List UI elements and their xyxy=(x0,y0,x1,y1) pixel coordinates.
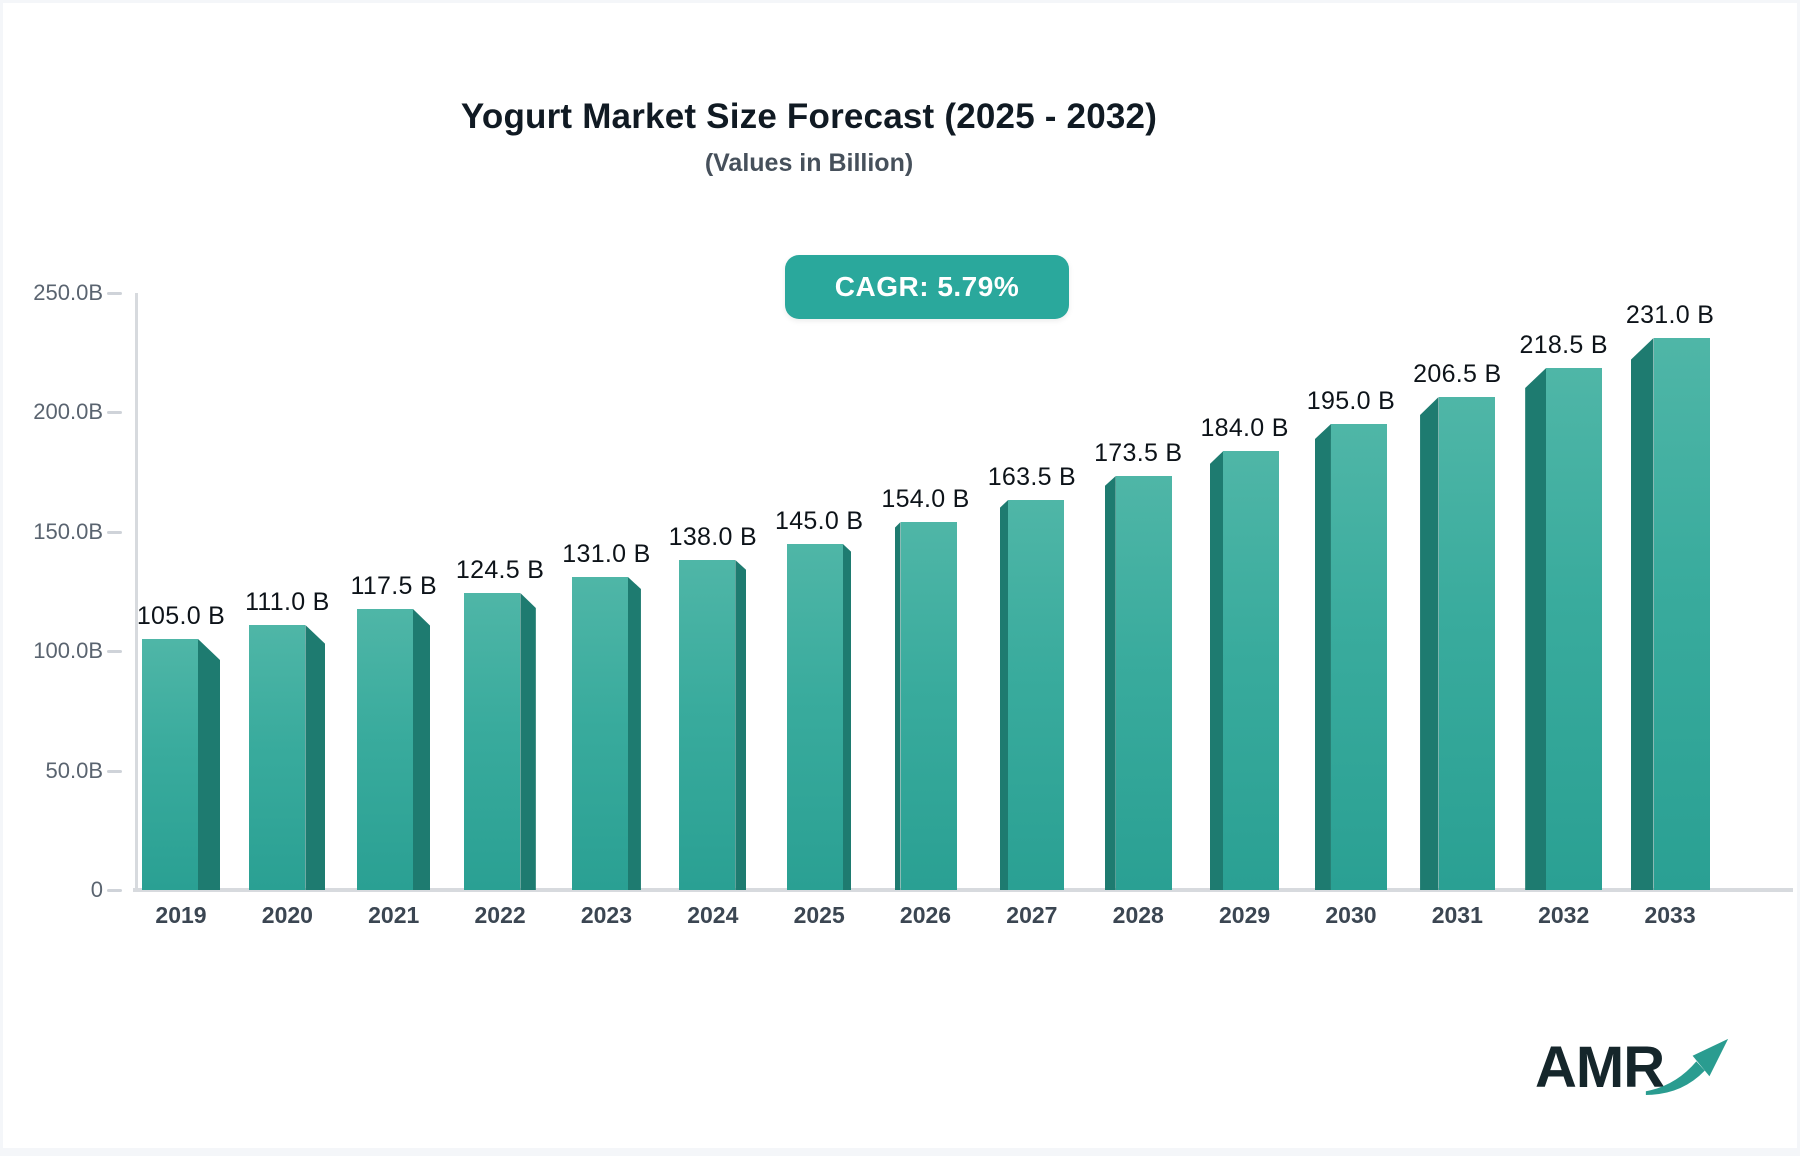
bar-group-2029: 184.0 B 2029 xyxy=(1200,293,1288,928)
bar-value-label: 131.0 B xyxy=(562,540,651,568)
brand-logo: AMR xyxy=(1535,1035,1730,1101)
x-tick-label-2025: 2025 xyxy=(793,902,845,928)
bar-face xyxy=(1653,338,1710,890)
bar-group-2027: 163.5 B 2027 xyxy=(988,293,1076,928)
bar-group-2031: 206.5 B 2031 xyxy=(1413,293,1501,928)
bar-group-2023: 131.0 B 2023 xyxy=(562,293,650,928)
brand-logo-text: AMR xyxy=(1535,1035,1665,1100)
bar-side-face xyxy=(1209,451,1224,890)
bar-group-2030: 195.0 B 2030 xyxy=(1307,293,1395,928)
x-tick-label-2024: 2024 xyxy=(687,902,739,928)
bar-side-face xyxy=(627,577,641,890)
x-tick-label-2033: 2033 xyxy=(1644,902,1696,928)
x-tick-label-2032: 2032 xyxy=(1538,902,1590,928)
bar-group-2024: 138.0 B 2024 xyxy=(669,293,757,928)
bar-face xyxy=(1115,476,1172,890)
bar-group-2025: 145.0 B 2025 xyxy=(775,293,863,928)
bar-side-face xyxy=(305,625,326,890)
bar-face xyxy=(1546,368,1603,890)
bar-group-2028: 173.5 B 2028 xyxy=(1094,293,1182,928)
bar-face xyxy=(786,544,843,890)
y-tick-label-250: 250.0B xyxy=(33,280,103,305)
bar-face xyxy=(1438,397,1495,890)
bar-value-label: 124.5 B xyxy=(455,556,545,584)
bar-value-label: 105.0 B xyxy=(136,602,226,630)
x-tick-label-2019: 2019 xyxy=(155,902,207,928)
bar-side-face xyxy=(520,593,536,890)
cagr-badge: CAGR: 5.79% xyxy=(785,255,1069,319)
bar-face xyxy=(1330,424,1387,890)
bar-value-label: 154.0 B xyxy=(881,485,970,513)
x-tick-label-2029: 2029 xyxy=(1219,902,1271,928)
bar-group-2019: 105.0 B 2019 xyxy=(137,293,225,928)
bar-face xyxy=(356,609,413,890)
x-tick-label-2028: 2028 xyxy=(1112,902,1164,928)
chart-title: Yogurt Market Size Forecast (2025 - 2032… xyxy=(460,97,1158,136)
bar-side-face xyxy=(1104,476,1116,890)
bar-side-face xyxy=(1420,397,1439,890)
x-tick-label-2030: 2030 xyxy=(1325,902,1377,928)
bar-value-label: 117.5 B xyxy=(350,572,437,600)
plot-area: 105.0 B 2019 111.0 B 2020 117.5 B 2021 124.5 B… xyxy=(133,293,1793,928)
bar-value-label: 195.0 B xyxy=(1306,387,1396,415)
y-tick-mark xyxy=(107,889,122,892)
bar-side-face xyxy=(999,500,1009,890)
bar-side-face xyxy=(198,639,220,890)
y-tick-label-0: 0 xyxy=(90,877,103,902)
bar-face xyxy=(142,639,198,890)
x-tick-label-2027: 2027 xyxy=(1006,902,1058,928)
x-tick-label-2020: 2020 xyxy=(261,902,313,928)
trend-up-arrow-icon xyxy=(1645,1038,1729,1095)
x-axis-line xyxy=(133,888,1793,892)
x-tick-label-2031: 2031 xyxy=(1431,902,1483,928)
bar-group-2026: 154.0 B 2026 xyxy=(881,293,969,928)
bar-value-label: 145.0 B xyxy=(775,507,864,535)
y-axis-line xyxy=(135,293,138,890)
bar-face xyxy=(571,577,628,890)
y-tick-label-100: 100.0B xyxy=(33,638,103,664)
bar-value-label: 206.5 B xyxy=(1413,360,1502,388)
y-tick-mark xyxy=(107,650,122,654)
bar-side-face xyxy=(412,609,431,890)
bar-side-face xyxy=(1314,424,1331,890)
bar-side-face xyxy=(1630,338,1654,890)
bar-face xyxy=(249,625,306,890)
bar-side-face xyxy=(1525,368,1547,890)
bar-value-label: 218.5 B xyxy=(1519,331,1608,359)
bar-face xyxy=(1223,451,1280,890)
y-tick-label-200: 200.0B xyxy=(33,399,103,425)
bar-group-2032: 218.5 B 2032 xyxy=(1520,293,1608,928)
bar-side-face xyxy=(842,544,852,890)
x-tick-label-2022: 2022 xyxy=(474,902,526,928)
y-tick-label-150: 150.0B xyxy=(33,518,103,544)
y-tick-mark xyxy=(107,292,122,295)
chart-subtitle: (Values in Billion) xyxy=(704,149,914,177)
y-tick-mark xyxy=(107,530,122,534)
bar-group-2033: 231.0 B 2033 xyxy=(1626,293,1714,928)
bar-group-2020: 111.0 B 2020 xyxy=(245,293,329,928)
y-tick-label-50: 50.0B xyxy=(45,757,104,783)
bar-value-label: 163.5 B xyxy=(987,463,1077,491)
bar-value-label: 173.5 B xyxy=(1094,439,1183,467)
chart-canvas: Yogurt Market Size Forecast (2025 - 2032… xyxy=(3,3,1797,1148)
bar-face xyxy=(464,593,521,890)
bar-group-2022: 124.5 B 2022 xyxy=(456,293,544,928)
x-tick-label-2023: 2023 xyxy=(580,902,633,928)
x-tick-label-2026: 2026 xyxy=(899,902,952,928)
bar-value-label: 111.0 B xyxy=(245,588,330,616)
bar-face xyxy=(679,560,736,890)
y-tick-mark xyxy=(107,769,122,773)
bar-group-2021: 117.5 B 2021 xyxy=(351,293,437,928)
bar-value-label: 184.0 B xyxy=(1200,414,1289,442)
bar-face xyxy=(900,522,957,890)
bar-side-face xyxy=(894,522,901,890)
bar-value-label: 231.0 B xyxy=(1625,301,1715,329)
y-tick-mark xyxy=(107,411,122,415)
bar-value-label: 138.0 B xyxy=(668,523,757,551)
bar-side-face xyxy=(735,560,747,890)
bar-face xyxy=(1008,500,1065,890)
x-tick-label-2021: 2021 xyxy=(368,902,420,928)
